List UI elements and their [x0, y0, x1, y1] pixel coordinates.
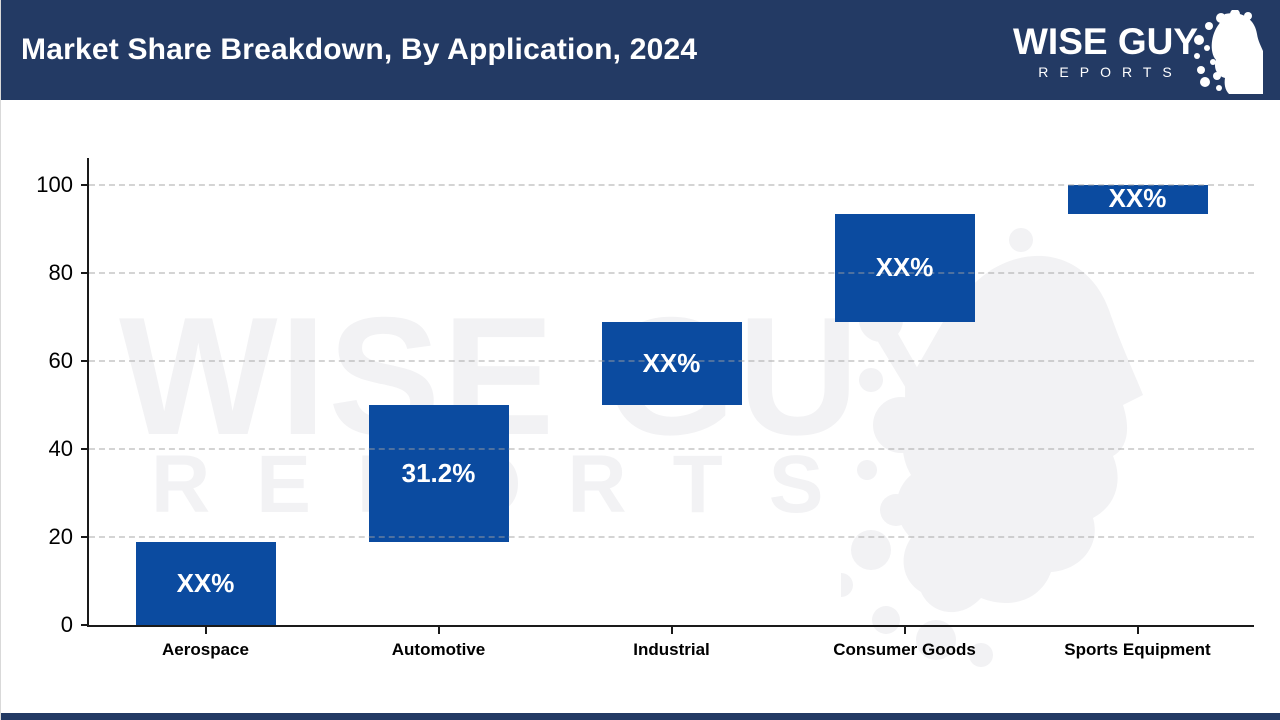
chart-area: WISE GUY REPORTS 0 20 40 60 80 100 XX% Aerospac…: [1, 100, 1280, 713]
gridline-60: [89, 360, 1254, 362]
y-tick-mark-80: [81, 272, 89, 274]
bar-value-label: XX%: [875, 251, 934, 282]
x-axis-label-industrial: Industrial: [633, 640, 710, 659]
y-tick-mark-40: [81, 448, 89, 450]
bar-value-label: 31.2%: [401, 457, 476, 488]
x-axis-line: [87, 625, 1254, 627]
logo-line2: REPORTS: [1038, 64, 1183, 80]
bar-aerospace: [135, 542, 276, 625]
logo-line1: WISE GUY: [1013, 21, 1199, 62]
x-tick-mark-0: [204, 626, 207, 634]
x-axis-label-aerospace: Aerospace: [162, 640, 249, 659]
x-tick-mark-3: [903, 626, 906, 634]
header: Market Share Breakdown, By Application, …: [1, 0, 1280, 100]
plot: 0 20 40 60 80 100 XX% Aerospace 31.2% Automotive X…: [1, 100, 1280, 713]
chart-title: Market Share Breakdown, By Application, …: [21, 33, 698, 66]
bar-value-label: XX%: [1108, 183, 1167, 214]
x-tick-mark-1: [437, 626, 440, 634]
y-tick-label-0: 0: [60, 612, 73, 637]
wise-guy-face-icon: [1194, 10, 1263, 94]
x-axis-label-automotive: Automotive: [391, 640, 486, 659]
logo-wordmark: WISE GUY REPORTS: [1013, 21, 1199, 81]
bar-consumer-goods: [834, 213, 975, 323]
x-tick-mark-4: [1136, 626, 1139, 634]
gridline-20: [89, 536, 1254, 538]
y-tick-label-80: 80: [48, 260, 73, 285]
y-tick-mark-20: [81, 536, 89, 538]
bar-value-label: XX%: [642, 347, 701, 378]
y-tick-label-40: 40: [48, 436, 73, 461]
y-tick-mark-0: [81, 624, 89, 626]
gridline-80: [89, 272, 1254, 274]
x-axis-label-sports-equipment: Sports Equipment: [1064, 640, 1211, 659]
bar-sports-equipment: [1067, 185, 1208, 214]
bar-value-label: XX%: [176, 567, 235, 598]
y-tick-label-20: 20: [48, 524, 73, 549]
gridline-40: [89, 448, 1254, 450]
watermark-wordmark: WISE GUY: [119, 282, 976, 470]
bottom-accent-bar: [1, 713, 1280, 720]
gridline-100: [89, 184, 1254, 186]
x-tick-mark-2: [670, 626, 673, 634]
bar-automotive: [368, 405, 509, 543]
wise-guy-logo: WISE GUY REPORTS: [1013, 8, 1263, 94]
y-tick-mark-60: [81, 360, 89, 362]
y-tick-mark-100: [81, 184, 89, 186]
y-axis-line: [87, 158, 89, 627]
bar-industrial: [601, 322, 742, 405]
x-axis-label-consumer-goods: Consumer Goods: [833, 640, 976, 659]
y-tick-label-60: 60: [48, 348, 73, 373]
y-tick-label-100: 100: [36, 172, 73, 197]
